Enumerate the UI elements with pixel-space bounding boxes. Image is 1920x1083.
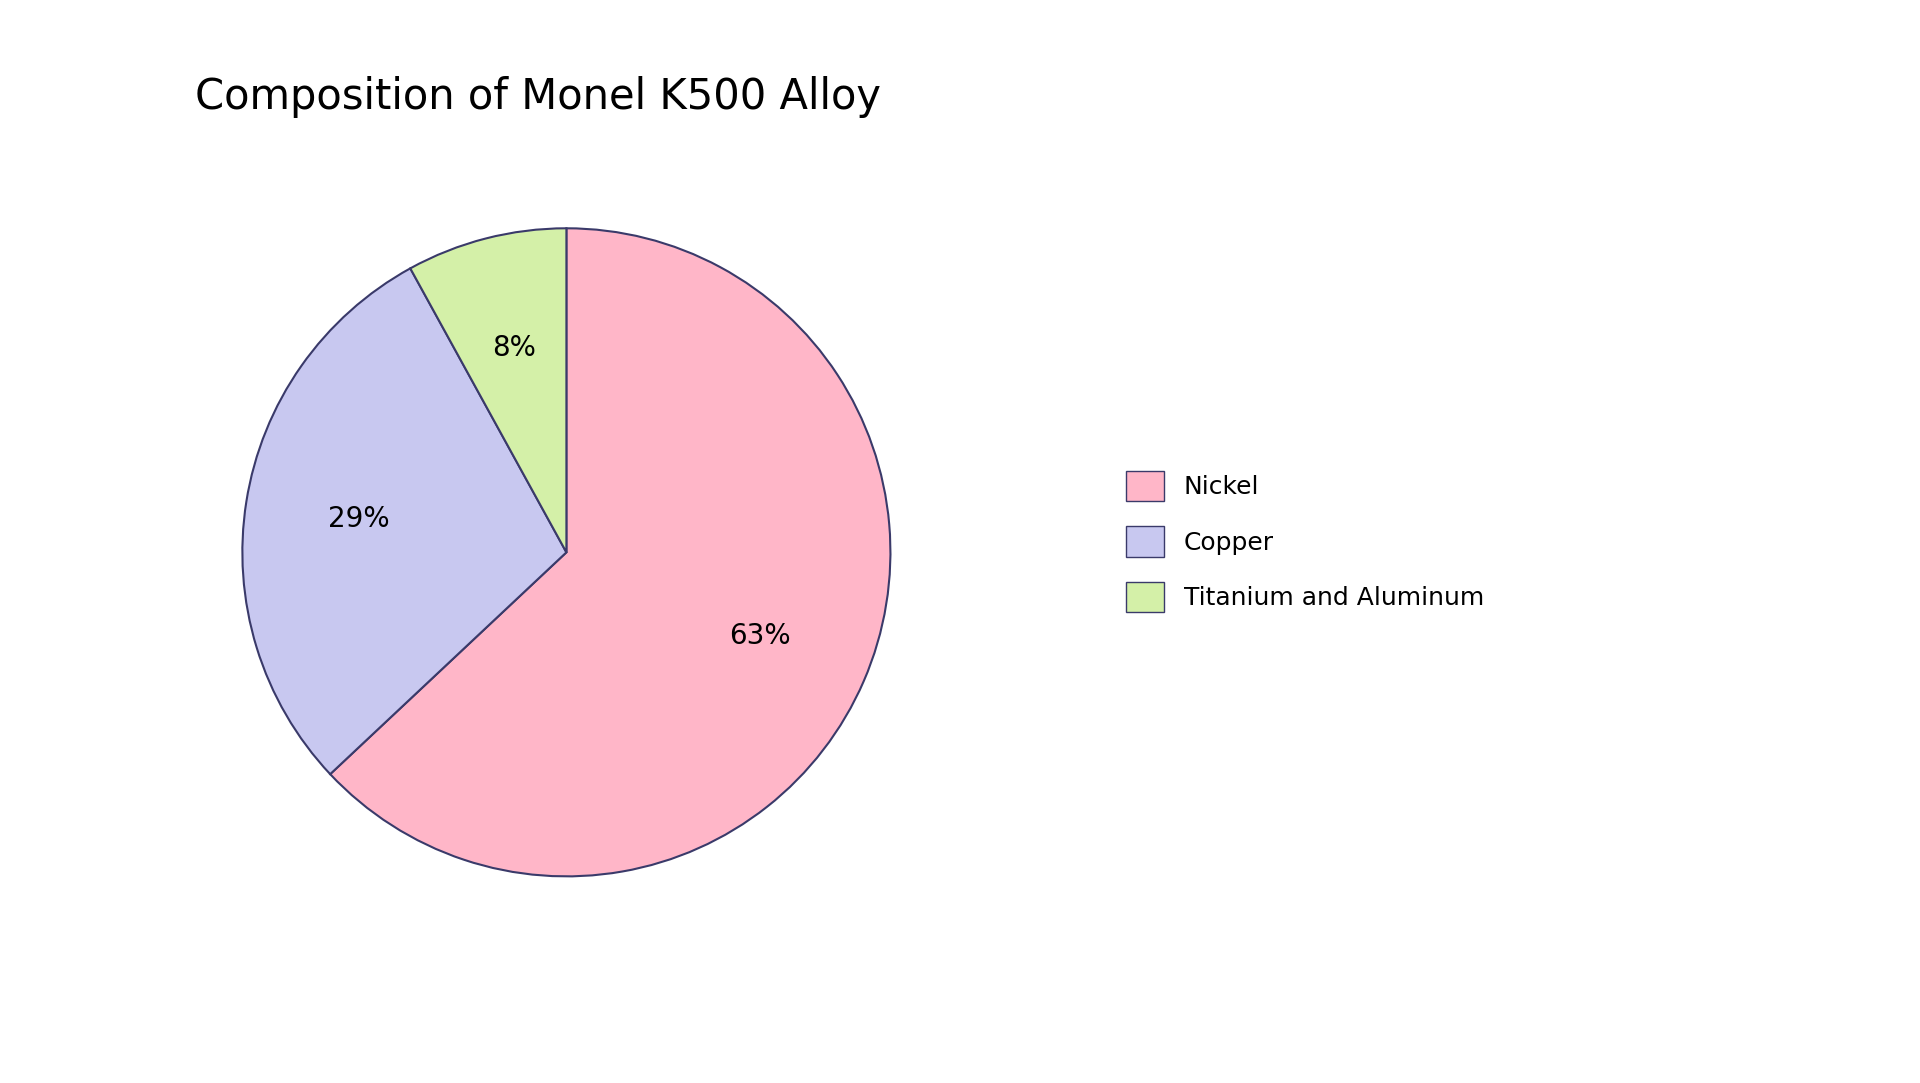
Wedge shape	[242, 269, 566, 774]
Wedge shape	[411, 229, 566, 552]
Text: 63%: 63%	[730, 622, 791, 650]
Wedge shape	[330, 229, 891, 876]
Text: 29%: 29%	[328, 506, 390, 534]
Text: Composition of Monel K500 Alloy: Composition of Monel K500 Alloy	[194, 76, 881, 118]
Text: 8%: 8%	[492, 335, 536, 363]
Legend: Nickel, Copper, Titanium and Aluminum: Nickel, Copper, Titanium and Aluminum	[1127, 471, 1484, 612]
